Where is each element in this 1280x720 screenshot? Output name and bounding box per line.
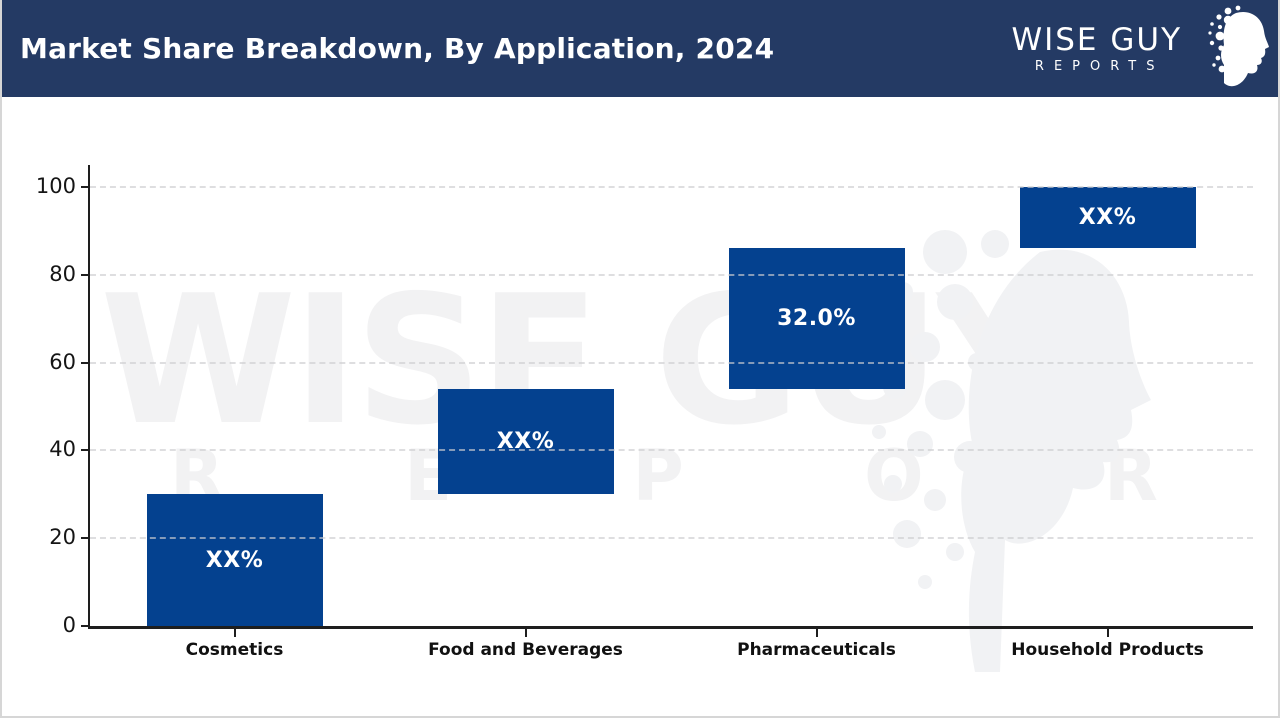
logo-text: WISE GUY REPORTS xyxy=(1011,24,1182,74)
y-axis-line xyxy=(88,165,90,629)
logo-wordmark: WISE GUY xyxy=(1011,22,1182,59)
y-tick-label-80: 80 xyxy=(49,261,76,286)
y-tick-60 xyxy=(81,361,89,364)
y-tick-label-40: 40 xyxy=(49,437,76,462)
gridline-y80 xyxy=(90,273,1253,276)
x-category-label: Pharmaceuticals xyxy=(737,640,896,660)
x-axis-line xyxy=(88,626,1253,629)
dotted-head-icon xyxy=(1184,3,1272,95)
y-tick-label-0: 0 xyxy=(62,613,76,637)
bar-pharmaceuticals: 32.0% xyxy=(728,248,905,389)
x-tick-0 xyxy=(233,629,236,637)
x-tick-2 xyxy=(815,629,818,637)
wise-guy-reports-logo: WISE GUY REPORTS xyxy=(1011,4,1272,94)
gridline-y100 xyxy=(90,186,1253,188)
bar-value-label: XX% xyxy=(1078,205,1137,231)
header-bar: Market Share Breakdown, By Application, … xyxy=(0,0,1280,97)
chart-canvas: WISE GUY R E P O R T S xyxy=(0,97,1280,720)
y-tick-100 xyxy=(81,186,89,188)
x-category-label: Household Products xyxy=(1011,640,1204,660)
bar-food-and-beverages: XX% xyxy=(437,388,614,495)
bar-household-products: XX% xyxy=(1019,187,1196,249)
x-category-label: Food and Beverages xyxy=(428,640,623,660)
watermark-dotted-head-icon xyxy=(865,222,1175,676)
page-title: Market Share Breakdown, By Application, … xyxy=(20,32,775,65)
y-tick-label-100: 100 xyxy=(35,174,76,198)
y-tick-0 xyxy=(81,625,89,627)
y-tick-80 xyxy=(81,273,89,276)
logo-subtitle: REPORTS xyxy=(1034,58,1165,74)
y-tick-label-60: 60 xyxy=(49,349,76,374)
x-tick-3 xyxy=(1106,629,1109,637)
x-category-label: Cosmetics xyxy=(185,640,284,660)
gridline-y60 xyxy=(90,361,1253,364)
x-tick-1 xyxy=(524,629,527,637)
y-tick-20 xyxy=(81,537,89,540)
y-tick-label-20: 20 xyxy=(49,525,76,550)
bar-cosmetics: XX% xyxy=(146,494,323,626)
y-tick-40 xyxy=(81,449,89,452)
gridline-y40 xyxy=(90,449,1253,452)
bar-value-label: XX% xyxy=(205,547,264,573)
gridline-y20 xyxy=(90,537,1253,540)
bar-value-label: 32.0% xyxy=(777,306,856,332)
